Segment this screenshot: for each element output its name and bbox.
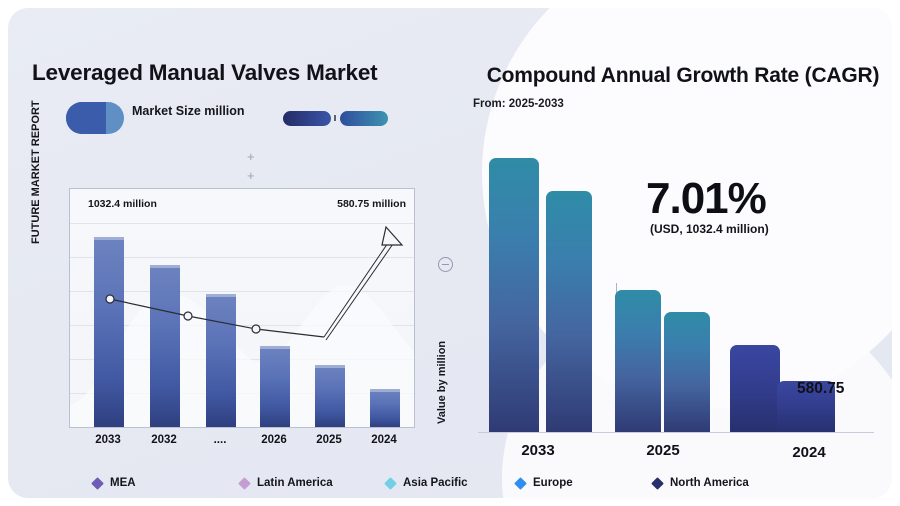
trend-line-overlay	[105, 225, 404, 341]
cagr-usd-note: (USD, 1032.4 million)	[650, 222, 769, 236]
legend-label: North America	[670, 477, 749, 489]
page-title: Leveraged Manual Valves Market	[32, 60, 378, 85]
legend-swatch-icon	[651, 476, 664, 490]
right-chart-plot-area	[474, 158, 884, 433]
rbar-2025-secondary	[664, 312, 710, 433]
x-label-2026: 2026	[261, 434, 287, 446]
bar-2033	[94, 236, 124, 427]
minus-circle-icon	[438, 257, 453, 272]
gridline	[70, 325, 414, 326]
legend-label: MEA	[110, 477, 136, 489]
cagr-title: Compound Annual Growth Rate (CAGR)	[486, 64, 880, 87]
x-label-mid: ....	[213, 434, 227, 446]
legend: MEA Latin America Asia Pacific Europe No…	[8, 473, 892, 497]
gridline	[70, 223, 414, 224]
callout-value-580: 580.75	[797, 380, 845, 397]
legend-item-north-america[interactable]: North America	[651, 476, 749, 490]
right-x-label-2024: 2024	[792, 444, 826, 461]
legend-item-europe[interactable]: Europe	[514, 476, 573, 490]
right-axis-title: Value by million	[436, 340, 448, 424]
bar-2026	[260, 346, 290, 427]
legend-label: Europe	[533, 477, 573, 489]
bar-2032	[150, 265, 180, 427]
decor-pill-separator	[334, 115, 336, 121]
infographic-card: Leveraged Manual Valves Market Market Si…	[8, 8, 892, 498]
rbar-2033-secondary	[546, 191, 592, 433]
logo-body	[66, 102, 106, 134]
legend-item-asia-pacific[interactable]: Asia Pacific	[384, 476, 468, 490]
left-end-value-label: 580.75 million	[337, 198, 406, 210]
rbar-2024-primary	[730, 345, 780, 433]
gridline	[70, 257, 414, 258]
legend-item-mea[interactable]: MEA	[91, 476, 136, 490]
x-label-2032: 2032	[151, 434, 177, 446]
left-chart-y-axis-title: FUTURE MARKET REPORT	[30, 100, 42, 244]
legend-swatch-icon	[514, 476, 527, 490]
right-x-label-2025: 2025	[646, 442, 680, 459]
gridline	[70, 291, 414, 292]
bar-mid	[206, 293, 236, 427]
legend-item-latin-america[interactable]: Latin America	[238, 476, 333, 490]
decor-pill-primary	[283, 111, 331, 126]
rbar-2025-primary	[615, 290, 661, 433]
legend-swatch-icon	[238, 476, 251, 490]
left-chart-x-axis: 2033 2032 .... 2026 2025 2024	[69, 432, 413, 452]
rbar-2024-secondary	[777, 380, 835, 433]
plus-icon-upper: +	[247, 149, 255, 164]
legend-swatch-icon	[91, 476, 104, 490]
legend-label: Asia Pacific	[403, 477, 468, 489]
right-x-label-2033: 2033	[521, 442, 555, 459]
x-label-2033: 2033	[95, 434, 121, 446]
left-chart-plot-area: 1032.4 million 580.75 million	[69, 188, 415, 428]
cagr-subtitle: From: 2025-2033	[473, 98, 564, 110]
x-label-2024: 2024	[371, 434, 397, 446]
plus-icon-lower: +	[247, 168, 255, 183]
bar-2024	[370, 388, 400, 427]
right-chart-baseline	[478, 432, 874, 433]
legend-swatch-icon	[384, 476, 397, 490]
cagr-value: 7.01%	[646, 174, 767, 223]
x-label-2025: 2025	[316, 434, 342, 446]
rbar-2033-primary	[489, 158, 539, 433]
left-start-value-label: 1032.4 million	[88, 198, 157, 210]
market-size-caption: Market Size million	[132, 104, 245, 118]
legend-label: Latin America	[257, 477, 333, 489]
decor-pill-secondary	[340, 111, 388, 126]
bar-2025	[315, 365, 345, 427]
market-report-logo	[66, 102, 126, 134]
